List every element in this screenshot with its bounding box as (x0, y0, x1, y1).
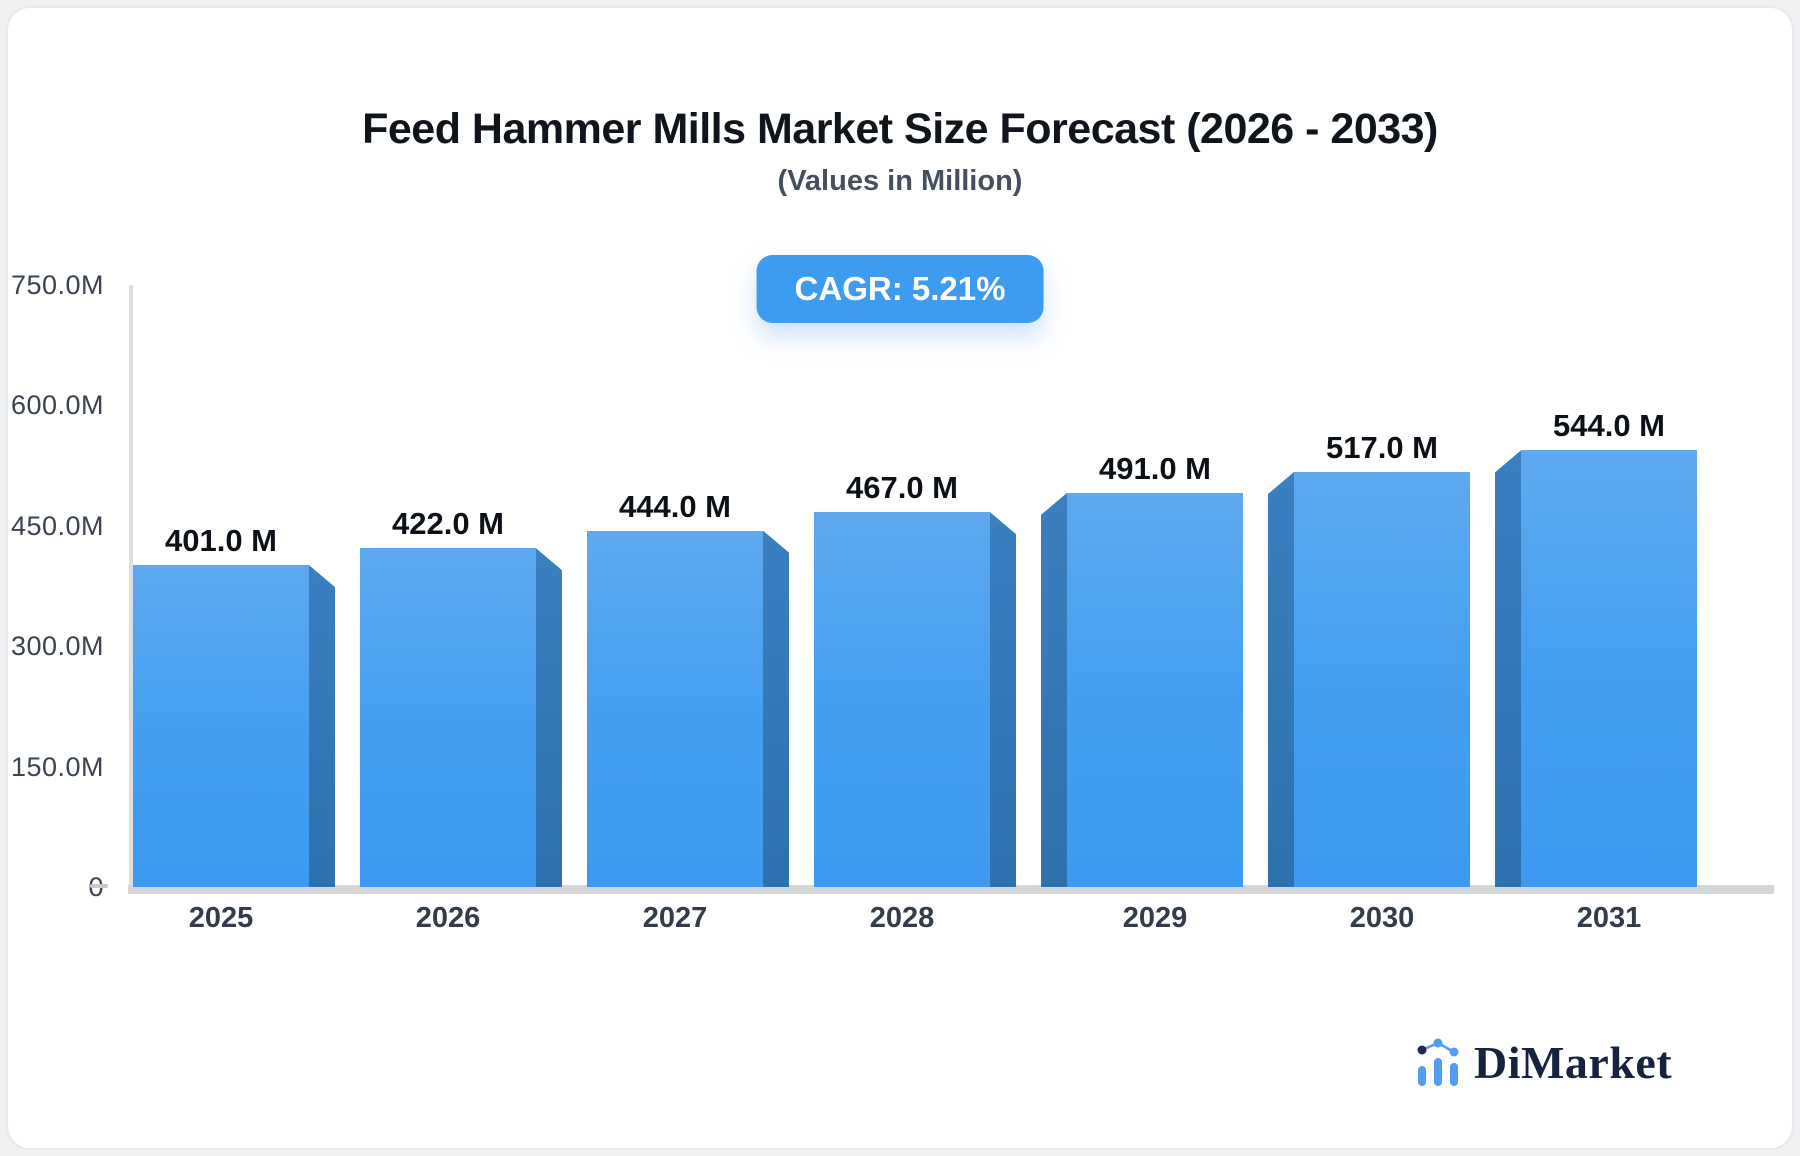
bar-face (814, 512, 990, 887)
x-axis-category-label: 2029 (1122, 902, 1188, 934)
dimarket-logo-icon (1417, 1038, 1459, 1086)
bar-2029 (1041, 492, 1243, 887)
y-axis-tick-label: 450.0M (10, 510, 104, 541)
bar-2025 (133, 565, 335, 887)
x-axis-category-label: 2025 (188, 902, 254, 934)
x-axis-category-label: 2030 (1349, 902, 1415, 934)
bar-face (587, 530, 763, 887)
y-axis-tick-label: 750.0M (10, 270, 104, 300)
zero-tick-mark (90, 884, 108, 888)
bar-face (1294, 472, 1470, 887)
brand-name: DiMarket (1474, 1037, 1673, 1088)
bar-face (1521, 450, 1697, 887)
y-axis-tick-label: 600.0M (10, 390, 104, 421)
bar-value-label: 517.0 M (1325, 430, 1439, 466)
bar-3d-side (309, 565, 335, 887)
cagr-badge: CAGR: 5.21% (756, 255, 1044, 323)
bar-value-label: 422.0 M (391, 506, 505, 542)
bar-3d-side (990, 512, 1016, 887)
bar-face (133, 565, 309, 887)
y-axis-tick-label: 300.0M (10, 631, 104, 662)
y-axis-tick-label: 0 (0, 871, 104, 903)
bar-face (1067, 492, 1243, 887)
brand-logo: DiMarket (1416, 1038, 1672, 1088)
bar-2028 (814, 512, 1016, 887)
x-axis-baseline (128, 885, 1774, 894)
bar-3d-side (1268, 472, 1294, 887)
bar-3d-side (1495, 450, 1521, 887)
x-axis-category-label: 2027 (642, 902, 708, 934)
bar-3d-side (763, 530, 789, 887)
bar-face (360, 548, 536, 887)
x-axis-category-label: 2031 (1576, 902, 1642, 934)
bar-value-label: 544.0 M (1552, 408, 1666, 444)
bar-2031 (1495, 450, 1697, 887)
x-axis-category-label: 2028 (869, 902, 935, 934)
bar-value-label: 401.0 M (164, 523, 278, 559)
bar-2026 (360, 548, 562, 887)
x-axis-category-label: 2026 (415, 902, 481, 934)
chart-title: Feed Hammer Mills Market Size Forecast (… (362, 105, 1438, 153)
bar-3d-side (536, 548, 562, 887)
bar-2030 (1268, 472, 1470, 887)
bar-2027 (587, 530, 789, 887)
bar-3d-side (1041, 492, 1067, 887)
y-axis-line (129, 285, 133, 889)
bar-value-label: 491.0 M (1098, 450, 1212, 486)
bar-value-label: 467.0 M (845, 470, 959, 506)
chart-subtitle: (Values in Million) (777, 165, 1023, 197)
y-axis-tick-label: 150.0M (10, 751, 104, 782)
bar-value-label: 444.0 M (618, 488, 732, 524)
